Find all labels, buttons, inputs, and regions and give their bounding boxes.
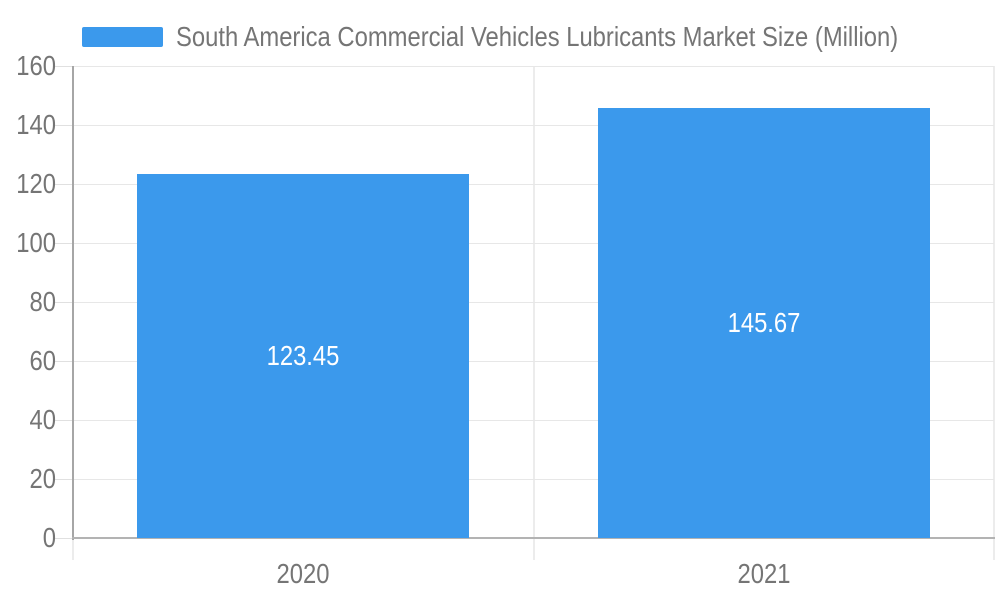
legend-item[interactable]: South America Commercial Vehicles Lubric…	[82, 21, 1000, 53]
y-axis-label: 140	[16, 109, 56, 140]
x-axis-tick	[993, 66, 995, 560]
bar-value-label: 145.67	[727, 307, 801, 339]
y-axis-tick	[53, 184, 73, 185]
y-axis-tick	[53, 66, 73, 67]
bar-2020[interactable]	[137, 173, 470, 538]
gridline-y	[73, 66, 994, 67]
y-axis-label: 100	[16, 227, 56, 258]
legend-label: South America Commercial Vehicles Lubric…	[176, 21, 899, 52]
x-axis-label: 2021	[737, 558, 791, 589]
y-axis-tick	[53, 361, 73, 362]
y-axis-tick	[53, 243, 73, 244]
gridline-y	[73, 479, 994, 480]
gridline-y	[73, 243, 994, 244]
gridline-y	[73, 420, 994, 421]
gridline-y	[73, 302, 994, 303]
y-axis-tick	[53, 125, 73, 126]
y-axis-tick	[53, 538, 73, 539]
bar-2021[interactable]	[597, 108, 930, 538]
gridline-y	[73, 125, 994, 126]
bar-value-label: 123.45	[266, 339, 340, 371]
y-axis-label: 120	[16, 168, 56, 199]
x-axis-label: 2020	[276, 558, 330, 589]
y-axis-label: 60	[29, 345, 56, 376]
y-axis-line	[72, 66, 74, 540]
y-axis-tick	[53, 479, 73, 480]
gridline-y	[73, 184, 994, 185]
x-axis-line	[72, 537, 995, 539]
y-axis-label: 80	[29, 286, 56, 317]
gridline-y	[73, 361, 994, 362]
y-axis-label: 40	[29, 404, 56, 435]
y-axis-label: 0	[42, 522, 56, 553]
legend-swatch	[82, 27, 163, 47]
y-axis-tick	[53, 420, 73, 421]
x-axis-tick	[532, 66, 535, 560]
y-axis-tick	[53, 302, 73, 303]
y-axis-label: 160	[16, 50, 56, 81]
y-axis-label: 20	[29, 463, 56, 494]
